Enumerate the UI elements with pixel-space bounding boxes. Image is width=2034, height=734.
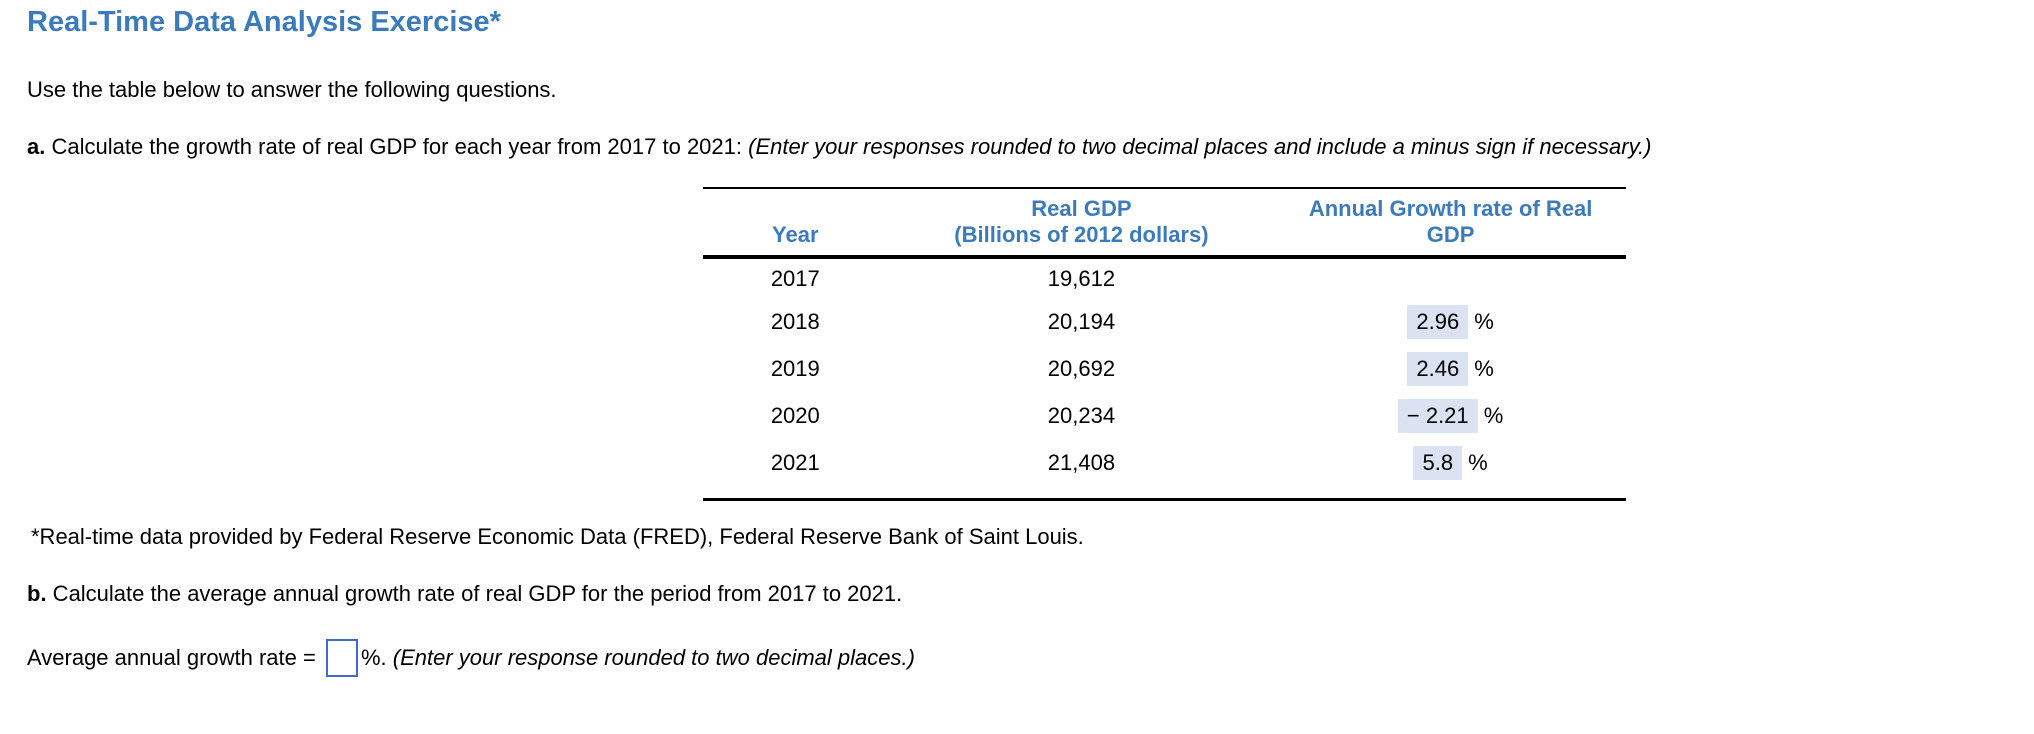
part-a-instruction: (Enter your responses rounded to two dec… — [748, 134, 1652, 159]
column-header-growth-rate: Annual Growth rate of Real GDP — [1275, 196, 1626, 248]
table-row-2018: 2018 20,194 2.96 % — [703, 298, 1626, 345]
gdp-cell: 20,234 — [1047, 402, 1116, 428]
percent-unit: % — [1468, 308, 1494, 334]
column-header-year: Year — [772, 222, 819, 247]
table-row-2019: 2019 20,692 2.46 % — [703, 345, 1626, 392]
year-cell: 2021 — [770, 449, 820, 475]
growth-answer-field-2020[interactable]: − 2.21 — [1397, 398, 1478, 433]
gdp-cell: 20,194 — [1047, 308, 1116, 334]
answer-line-prefix: Average annual growth rate = — [27, 645, 322, 670]
gdp-cell: 21,408 — [1047, 449, 1116, 475]
growth-cell: 5.8 % — [1275, 445, 1626, 480]
column-header-real-gdp: Real GDP (Billions of 2012 dollars) — [888, 196, 1276, 248]
percent-unit: % — [1477, 402, 1504, 428]
year-cell: 2019 — [770, 355, 820, 381]
intro-text: Use the table below to answer the follow… — [27, 77, 557, 102]
gdp-cell: 20,692 — [1047, 355, 1116, 381]
gdp-table: Year Real GDP (Billions of 2012 dollars)… — [703, 187, 1626, 501]
gdp-cell: 19,612 — [1047, 265, 1116, 291]
growth-answer-field-2021[interactable]: 5.8 — [1413, 445, 1463, 480]
part-a-text: Calculate the growth rate of real GDP fo… — [45, 134, 749, 159]
table-row-2017: 2017 19,612 — [703, 259, 1626, 298]
part-b-text: Calculate the average annual growth rate… — [46, 581, 903, 606]
year-cell: 2020 — [770, 402, 820, 428]
answer-line-instruction: (Enter your response rounded to two deci… — [392, 645, 915, 670]
part-b-label: b. — [27, 581, 47, 606]
year-cell: 2017 — [770, 265, 820, 291]
growth-answer-field-2018[interactable]: 2.96 — [1407, 304, 1469, 339]
percent-unit: % — [1462, 449, 1488, 475]
table-header-divider — [703, 255, 1626, 259]
column-header-real-gdp-line2: (Billions of 2012 dollars) — [954, 222, 1209, 247]
year-cell: 2018 — [770, 308, 820, 334]
page-title: Real-Time Data Analysis Exercise* — [27, 6, 501, 38]
table-row-2021: 2021 21,408 5.8 % — [703, 439, 1626, 486]
column-header-growth-rate-line2: GDP — [1426, 222, 1475, 247]
answer-line-suffix: %. — [360, 645, 393, 670]
footnote: *Real-time data provided by Federal Rese… — [31, 524, 1084, 549]
part-a-prompt: a. Calculate the growth rate of real GDP… — [27, 134, 1651, 160]
growth-answer-field-2019[interactable]: 2.46 — [1407, 351, 1469, 386]
table-row-2020: 2020 20,234 − 2.21 % — [703, 392, 1626, 439]
average-growth-input[interactable] — [325, 639, 358, 677]
percent-unit: % — [1468, 355, 1494, 381]
table-header-row: Year Real GDP (Billions of 2012 dollars)… — [703, 189, 1626, 255]
part-a-label: a. — [27, 134, 46, 159]
part-b-prompt: b. Calculate the average annual growth r… — [27, 581, 902, 607]
column-header-real-gdp-line1: Real GDP — [1031, 196, 1132, 221]
growth-cell: − 2.21 % — [1275, 398, 1626, 433]
growth-cell: 2.46 % — [1275, 351, 1626, 386]
growth-cell: 2.96 % — [1275, 304, 1626, 339]
column-header-growth-rate-line1: Annual Growth rate of Real — [1308, 196, 1593, 221]
average-growth-answer-line: Average annual growth rate = %. (Enter y… — [27, 637, 915, 679]
